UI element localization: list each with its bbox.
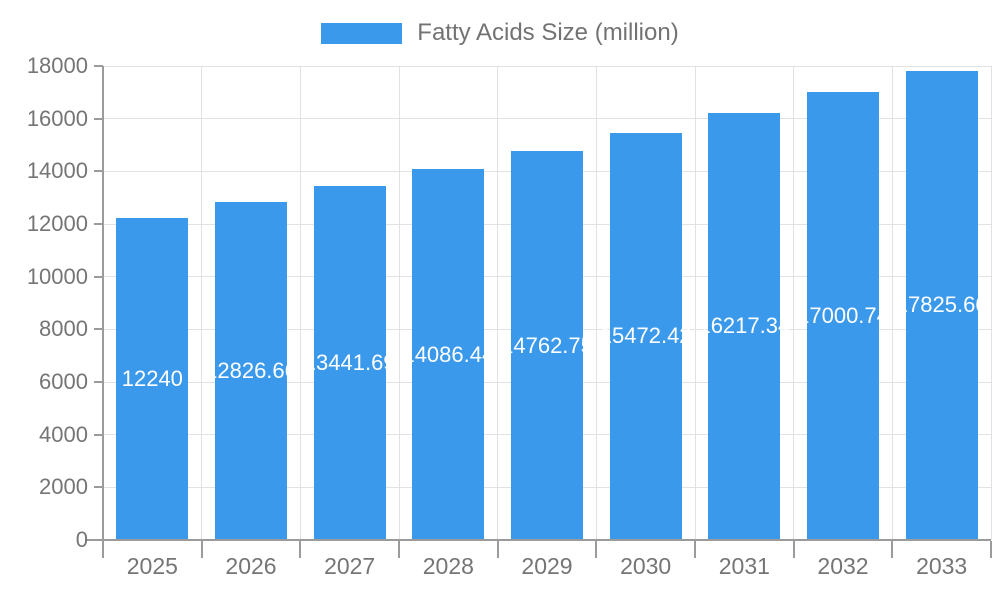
y-tick-label: 12000 — [26, 211, 88, 236]
x-tick-label-2027: 2027 — [324, 553, 376, 579]
y-tick — [94, 433, 103, 436]
y-tick — [94, 539, 103, 541]
legend-label: Fatty Acids Size (million) — [417, 19, 679, 46]
bar-2029[interactable]: 14762.75 — [501, 151, 593, 540]
v-gridline — [201, 66, 203, 540]
y-tick — [94, 275, 103, 278]
bar-2033[interactable]: 17825.66 — [896, 70, 988, 540]
bar-value-label: 17000.74 — [797, 303, 889, 329]
v-gridline — [793, 66, 795, 540]
v-gridline — [497, 66, 499, 540]
x-tick — [200, 541, 203, 558]
x-tick — [694, 541, 696, 558]
bar-value-label: 14762.75 — [501, 332, 593, 358]
bar-2025[interactable]: 12240 — [116, 217, 189, 540]
y-tick — [94, 381, 103, 383]
y-tick-label: 10000 — [26, 263, 88, 289]
plot-area: 12240 12826.66 13441.69 14086.44 14762.75 154… — [103, 65, 992, 540]
x-tick-label-2032: 2032 — [817, 553, 869, 579]
bar-2028[interactable]: 14086.44 — [402, 169, 494, 540]
y-tick — [94, 328, 103, 331]
v-gridline — [694, 66, 696, 540]
bar-value-label: 13441.69 — [303, 350, 396, 376]
v-gridline — [299, 66, 301, 540]
x-tick-label-2028: 2028 — [422, 553, 474, 579]
y-tick-label: 8000 — [39, 316, 88, 342]
x-tick — [398, 541, 400, 558]
h-gridline — [103, 65, 991, 67]
x-tick-label-2031: 2031 — [718, 553, 770, 579]
v-gridline — [891, 66, 893, 540]
v-gridline — [990, 66, 992, 540]
y-tick-label: 14000 — [26, 158, 88, 184]
x-tick — [496, 541, 499, 558]
x-tick-label-2026: 2026 — [225, 553, 277, 579]
y-tick — [94, 65, 103, 67]
x-tick-label-2033: 2033 — [916, 553, 968, 579]
bar-value-label: 12826.66 — [205, 358, 297, 384]
x-tick — [595, 541, 598, 558]
bar-value-label: 16217.34 — [698, 313, 791, 339]
x-axis-line — [85, 539, 991, 541]
legend-swatch — [321, 22, 403, 44]
bar-2026[interactable]: 12826.66 — [205, 202, 297, 540]
y-tick-label: 16000 — [26, 105, 88, 131]
y-axis-line — [102, 66, 104, 558]
x-tick-label-2029: 2029 — [521, 553, 573, 579]
bar-2031[interactable]: 16217.34 — [698, 112, 790, 540]
y-tick-label: 2000 — [39, 474, 88, 500]
bar-2030[interactable]: 15472.42 — [600, 132, 692, 540]
x-tick — [891, 541, 894, 558]
bar-value-label: 15472.42 — [599, 323, 692, 349]
bar-value-label: 17825.66 — [895, 292, 988, 318]
v-gridline — [595, 66, 597, 540]
y-tick — [94, 223, 103, 225]
v-gridline — [398, 66, 400, 540]
legend-item[interactable]: Fatty Acids Size (million) — [0, 18, 1000, 48]
x-tick-label-2025: 2025 — [126, 553, 178, 579]
bar-2027[interactable]: 13441.69 — [304, 186, 396, 540]
bar-2032[interactable]: 17000.74 — [797, 92, 889, 540]
x-tick-label-2030: 2030 — [620, 553, 672, 579]
x-tick — [792, 541, 795, 558]
y-tick — [94, 486, 103, 489]
x-tick — [299, 541, 302, 558]
y-tick — [94, 170, 103, 173]
bar-value-label: 14086.44 — [402, 341, 495, 367]
bar-value-label: 12240 — [121, 365, 183, 391]
y-tick — [94, 117, 103, 120]
x-tick — [990, 541, 992, 558]
y-tick-label: 6000 — [39, 369, 88, 394]
y-tick-label: 4000 — [39, 421, 88, 447]
h-gridline — [103, 118, 991, 120]
y-tick-label: 0 — [75, 527, 88, 552]
y-tick-label: 18000 — [26, 53, 88, 78]
